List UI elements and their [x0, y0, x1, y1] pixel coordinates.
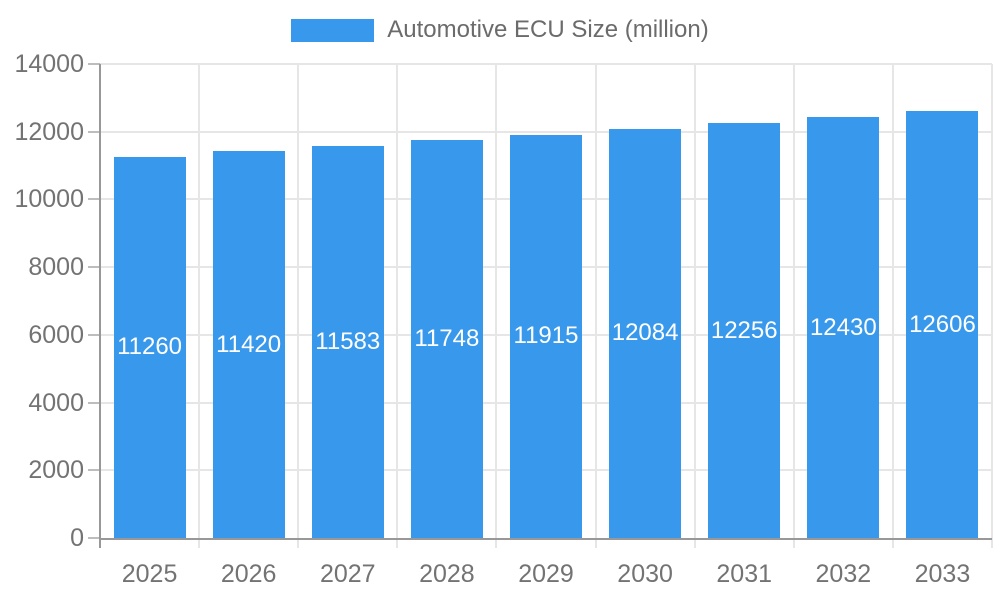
y-axis-label: 10000 [14, 185, 84, 214]
bar-value-label: 11420 [216, 330, 282, 358]
gridline-vertical [495, 64, 498, 548]
y-axis-line [99, 64, 101, 548]
bar-2026[interactable] [212, 151, 285, 538]
x-axis-label: 2029 [518, 560, 574, 588]
legend[interactable]: Automotive ECU Size (million) [0, 16, 1000, 44]
bar-value-label: 11583 [315, 327, 381, 355]
y-axis-label: 6000 [28, 320, 84, 349]
gridline-vertical [594, 64, 597, 548]
legend-swatch [291, 18, 375, 42]
y-axis-tick [88, 130, 100, 133]
gridline-vertical [198, 64, 201, 548]
bar-value-label: 12430 [809, 313, 877, 341]
y-axis-label: 4000 [28, 388, 84, 417]
x-axis-label: 2031 [716, 560, 773, 588]
bar-2033[interactable] [906, 111, 979, 538]
y-axis-tick [88, 63, 100, 65]
y-axis-label: 0 [70, 524, 84, 552]
x-axis-label: 2027 [319, 560, 376, 588]
gridline-vertical [792, 64, 795, 548]
y-axis-tick [88, 266, 100, 269]
bar-value-label: 11915 [513, 322, 579, 350]
y-axis-tick [88, 537, 100, 539]
y-axis-label: 2000 [28, 456, 84, 485]
gridline-vertical [891, 64, 894, 548]
bar-value-label: 12606 [909, 310, 976, 338]
bar-2025[interactable] [113, 156, 186, 538]
bar-2029[interactable] [510, 134, 582, 538]
x-axis-label: 2025 [121, 560, 178, 588]
bar-2032[interactable] [807, 117, 880, 538]
x-axis-label: 2026 [220, 560, 277, 588]
bar-value-label: 11260 [117, 333, 183, 361]
x-axis-line [100, 538, 992, 540]
y-axis-label: 14000 [14, 50, 84, 78]
bar-value-label: 12256 [710, 316, 778, 344]
bar-2028[interactable] [410, 140, 483, 538]
gridline-vertical [693, 64, 696, 548]
y-axis-tick [88, 333, 100, 336]
bar-value-label: 12084 [611, 319, 679, 347]
gridline-vertical [991, 64, 993, 548]
x-axis-label: 2028 [419, 560, 475, 588]
bar-2031[interactable] [708, 123, 781, 538]
gridline-vertical [396, 64, 399, 548]
gridline-vertical [297, 64, 300, 548]
y-axis-label: 12000 [14, 117, 84, 146]
bar-value-label: 11748 [414, 325, 480, 353]
legend-label: Automotive ECU Size (million) [387, 16, 709, 43]
y-axis-tick [88, 401, 100, 404]
y-axis-tick [88, 198, 100, 201]
x-axis-label: 2030 [617, 560, 673, 588]
gridline-horizontal [100, 63, 992, 65]
x-axis-label: 2032 [815, 560, 872, 588]
bar-2030[interactable] [609, 128, 682, 538]
gridline-horizontal [100, 130, 992, 133]
x-axis-label: 2033 [914, 560, 971, 588]
y-axis-tick [88, 469, 100, 472]
y-axis-label: 8000 [28, 253, 84, 282]
bar-2027[interactable] [311, 145, 384, 538]
